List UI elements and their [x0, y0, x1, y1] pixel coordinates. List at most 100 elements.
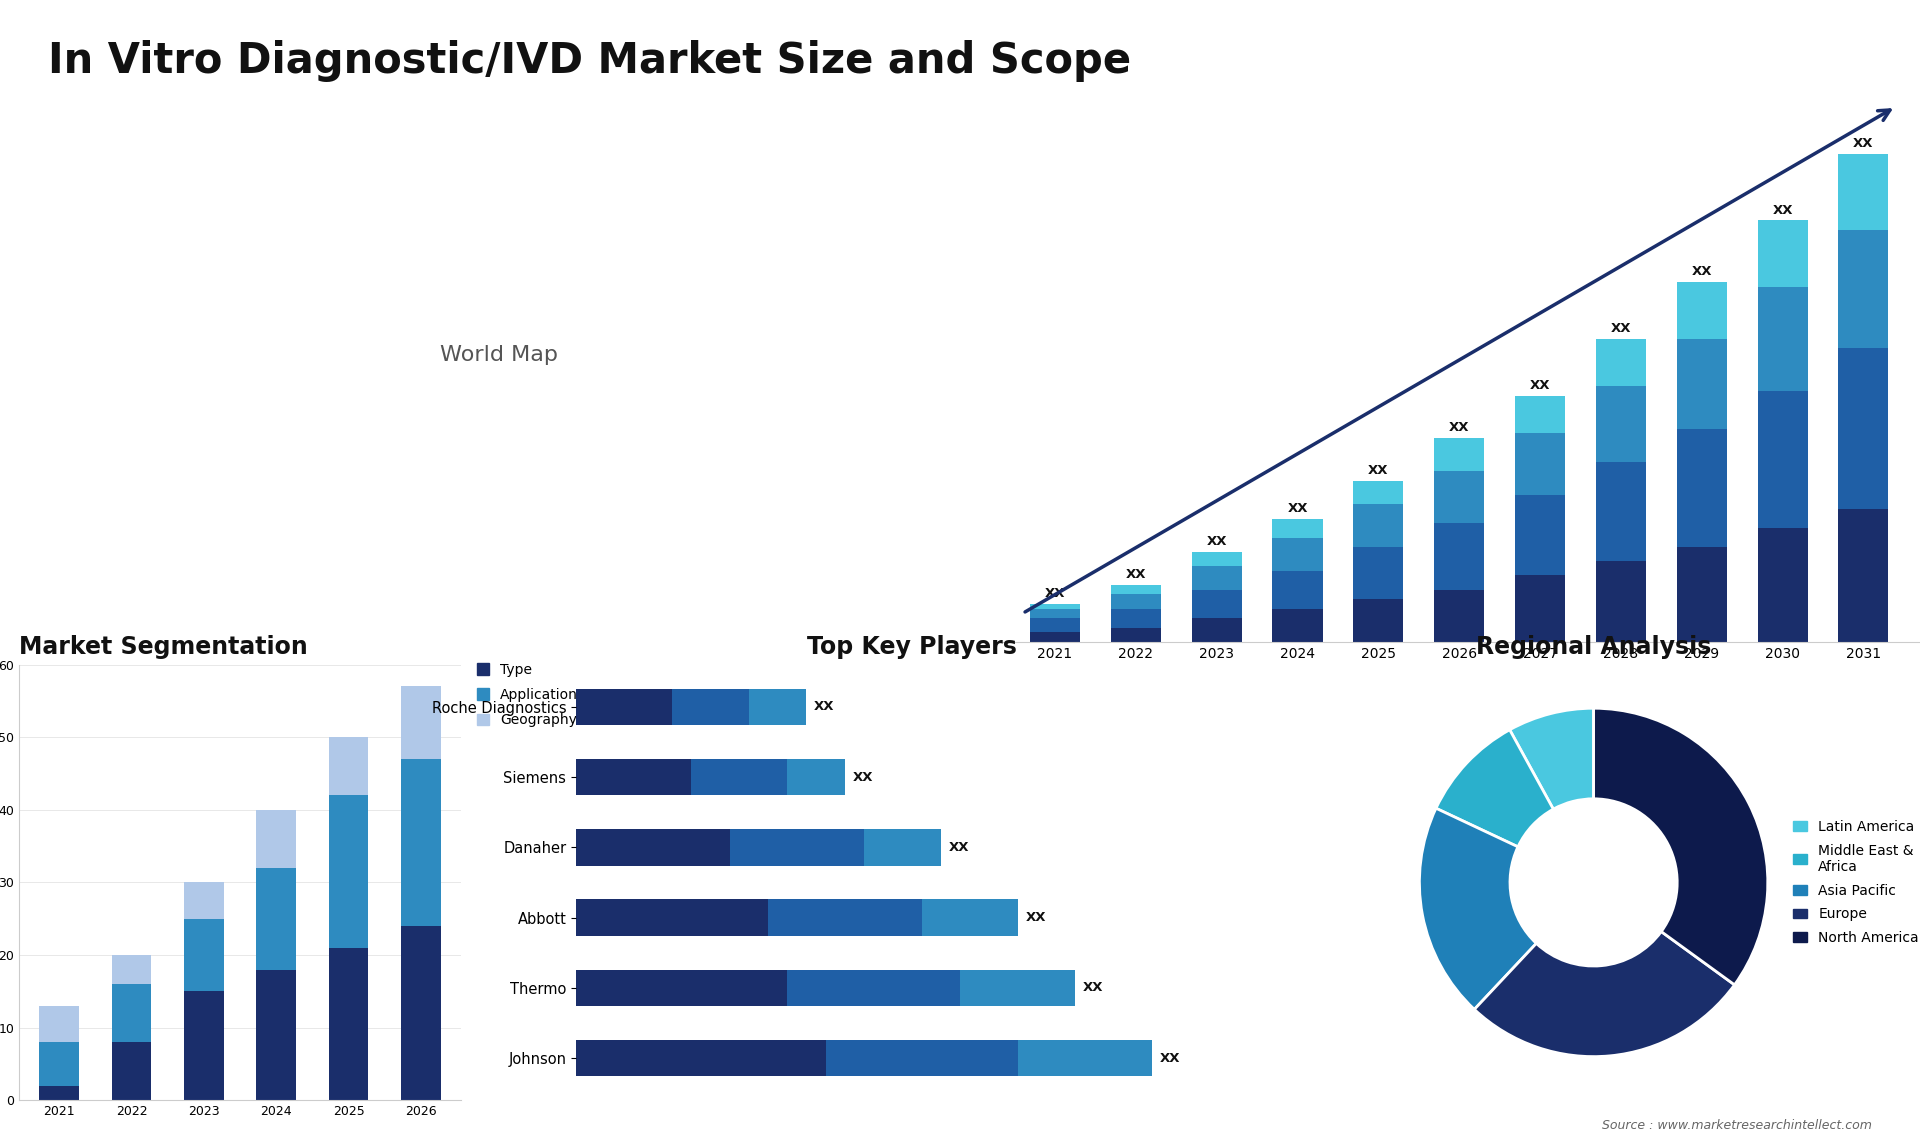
Legend: Type, Application, Geography: Type, Application, Geography — [476, 662, 578, 728]
Bar — [1596, 462, 1645, 562]
Bar — [1354, 599, 1404, 642]
Bar — [749, 689, 806, 725]
Bar — [111, 984, 152, 1042]
Bar — [184, 882, 225, 919]
Wedge shape — [1509, 708, 1594, 809]
Bar — [1837, 154, 1889, 229]
Bar — [1596, 562, 1645, 642]
Text: XX: XX — [1369, 464, 1388, 477]
Bar — [328, 737, 369, 795]
Bar — [1354, 504, 1404, 547]
Bar — [1192, 618, 1242, 642]
Bar — [1515, 575, 1565, 642]
Bar — [960, 970, 1075, 1006]
Bar — [1676, 339, 1726, 429]
Bar — [1273, 609, 1323, 642]
Bar — [576, 900, 768, 936]
Wedge shape — [1475, 932, 1734, 1057]
Bar — [1434, 471, 1484, 524]
Bar — [1434, 524, 1484, 590]
Text: Market Segmentation: Market Segmentation — [19, 635, 307, 659]
Bar — [1515, 495, 1565, 575]
Bar — [1837, 229, 1889, 348]
Bar — [864, 829, 941, 865]
Legend: Latin America, Middle East &
Africa, Asia Pacific, Europe, North America: Latin America, Middle East & Africa, Asi… — [1788, 815, 1920, 950]
Bar — [1676, 282, 1726, 339]
Bar — [576, 829, 730, 865]
Bar — [826, 1039, 1018, 1076]
Text: XX: XX — [1772, 204, 1793, 217]
Title: Top Key Players: Top Key Players — [806, 635, 1018, 659]
Bar — [1112, 609, 1162, 628]
Text: XX: XX — [1530, 378, 1549, 392]
Text: XX: XX — [1450, 422, 1469, 434]
Title: Regional Analysis: Regional Analysis — [1476, 635, 1711, 659]
Bar — [1112, 584, 1162, 595]
Bar — [1837, 509, 1889, 642]
Bar — [184, 919, 225, 991]
Text: XX: XX — [1853, 138, 1874, 150]
Text: XX: XX — [1125, 568, 1146, 581]
Text: XX: XX — [1611, 322, 1632, 335]
Text: Source : www.marketresearchintellect.com: Source : www.marketresearchintellect.com — [1601, 1120, 1872, 1132]
Bar — [787, 970, 960, 1006]
Bar — [672, 689, 749, 725]
Bar — [1515, 433, 1565, 495]
Bar — [1757, 528, 1807, 642]
Text: World Map: World Map — [440, 345, 559, 366]
Bar — [1596, 339, 1645, 386]
Bar — [1112, 628, 1162, 642]
Bar — [691, 759, 787, 795]
Bar — [787, 759, 845, 795]
Text: XX: XX — [852, 770, 874, 784]
Bar — [1192, 551, 1242, 566]
Text: XX: XX — [1692, 265, 1713, 278]
Wedge shape — [1594, 708, 1768, 984]
Text: XX: XX — [1286, 502, 1308, 515]
Wedge shape — [1419, 808, 1536, 1010]
Bar — [111, 955, 152, 984]
Bar — [1434, 438, 1484, 471]
Bar — [401, 926, 442, 1100]
Bar — [1273, 537, 1323, 571]
Bar — [576, 1039, 826, 1076]
Bar — [38, 1042, 79, 1085]
Bar — [1029, 604, 1081, 609]
Bar — [1192, 566, 1242, 590]
Text: XX: XX — [1083, 981, 1104, 995]
Bar — [1676, 547, 1726, 642]
Bar — [1596, 386, 1645, 462]
Bar — [1029, 609, 1081, 618]
Bar — [1354, 547, 1404, 599]
Bar — [1273, 519, 1323, 537]
Bar — [922, 900, 1018, 936]
Bar — [1192, 590, 1242, 618]
Text: XX: XX — [948, 841, 970, 854]
Bar — [768, 900, 922, 936]
Bar — [1757, 391, 1807, 528]
Bar — [576, 759, 691, 795]
Text: XX: XX — [1044, 587, 1066, 601]
Wedge shape — [1436, 730, 1553, 847]
Text: XX: XX — [814, 700, 835, 713]
Bar — [1837, 348, 1889, 509]
Bar — [1273, 571, 1323, 609]
Bar — [328, 948, 369, 1100]
Bar — [730, 829, 864, 865]
Bar — [1757, 286, 1807, 391]
Bar — [1029, 633, 1081, 642]
Bar — [1029, 618, 1081, 633]
Text: XX: XX — [1206, 535, 1227, 548]
Bar — [111, 1042, 152, 1100]
Bar — [328, 795, 369, 948]
Bar — [576, 689, 672, 725]
Bar — [576, 970, 787, 1006]
Bar — [184, 991, 225, 1100]
Bar — [1676, 429, 1726, 547]
Bar — [1434, 590, 1484, 642]
Text: XX: XX — [1160, 1052, 1181, 1065]
Bar — [255, 810, 296, 868]
Bar — [401, 686, 442, 759]
Bar — [1018, 1039, 1152, 1076]
Bar — [255, 868, 296, 970]
